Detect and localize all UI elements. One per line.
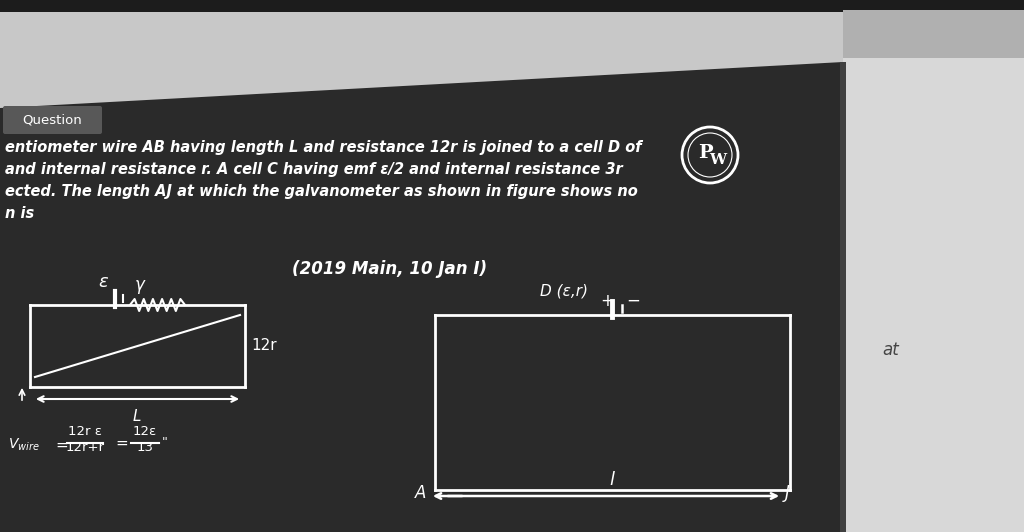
Bar <box>843 0 1024 532</box>
Text: =: = <box>55 437 68 453</box>
Polygon shape <box>0 62 843 532</box>
Text: =: = <box>115 436 128 451</box>
Text: 12r ε: 12r ε <box>68 425 102 438</box>
Text: 13: 13 <box>136 441 154 454</box>
Text: J: J <box>785 484 790 502</box>
Text: D (ε,r): D (ε,r) <box>540 283 588 298</box>
Text: Question: Question <box>23 113 82 127</box>
Text: 12r+r: 12r+r <box>66 441 104 454</box>
Bar <box>843 0 1024 58</box>
Text: +: + <box>600 292 613 310</box>
Text: P: P <box>697 144 713 162</box>
Text: ected. The length AJ at which the galvanometer as shown in figure shows no: ected. The length AJ at which the galvan… <box>5 184 638 199</box>
Text: (2019 Main, 10 Jan I): (2019 Main, 10 Jan I) <box>293 260 487 278</box>
Text: ": " <box>162 436 168 450</box>
Text: −: − <box>626 292 640 310</box>
FancyBboxPatch shape <box>3 106 102 134</box>
Text: L: L <box>133 409 141 424</box>
Polygon shape <box>0 0 1024 108</box>
Text: entiometer wire AB having length L and resistance 12r is joined to a cell D of: entiometer wire AB having length L and r… <box>5 140 642 155</box>
Text: $\mathit{V}_{wire}$: $\mathit{V}_{wire}$ <box>8 437 40 453</box>
Bar <box>840 62 846 532</box>
Text: l: l <box>609 471 614 489</box>
Text: n is: n is <box>5 206 34 221</box>
Text: ε: ε <box>98 273 108 291</box>
Text: at: at <box>882 341 899 359</box>
Text: 12r: 12r <box>251 338 276 353</box>
Text: and internal resistance r. A cell C having emf ε/2 and internal resistance 3r: and internal resistance r. A cell C havi… <box>5 162 623 177</box>
Text: γ: γ <box>135 276 144 294</box>
Text: A: A <box>415 484 426 502</box>
Text: W: W <box>710 153 727 167</box>
Bar <box>843 0 1024 10</box>
Bar <box>0 0 1024 12</box>
Text: 12ε: 12ε <box>133 425 157 438</box>
